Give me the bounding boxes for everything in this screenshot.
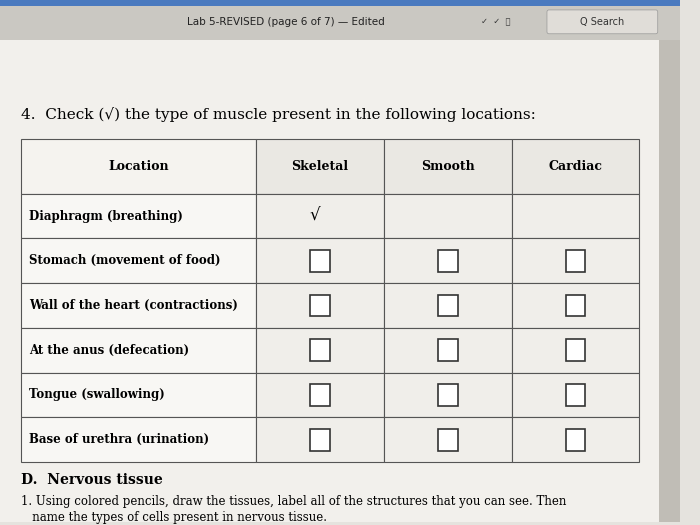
Text: 1. Using colored pencils, draw the tissues, label all of the structures that you: 1. Using colored pencils, draw the tissu… (22, 495, 567, 508)
Text: Q Search: Q Search (580, 17, 624, 27)
Text: Location: Location (108, 160, 169, 173)
Bar (256, 373, 384, 417)
Text: √: √ (310, 207, 321, 225)
Text: Base of urethra (urination): Base of urethra (urination) (29, 433, 209, 446)
Text: Stomach (movement of food): Stomach (movement of food) (29, 254, 221, 267)
Text: Diaphragm (breathing): Diaphragm (breathing) (29, 209, 183, 223)
Bar (22, 238, 256, 283)
Bar (22, 328, 256, 373)
Bar (512, 328, 639, 373)
Bar (310, 295, 330, 317)
Bar (512, 283, 639, 328)
Bar (384, 139, 512, 194)
Bar (384, 238, 512, 283)
Bar (384, 417, 512, 462)
Bar (512, 417, 639, 462)
Bar (310, 384, 330, 406)
Text: Skeletal: Skeletal (292, 160, 349, 173)
Bar (512, 373, 639, 417)
Text: Tongue (swallowing): Tongue (swallowing) (29, 388, 165, 402)
Bar (512, 194, 639, 238)
Text: name the types of cells present in nervous tissue.: name the types of cells present in nervo… (22, 511, 328, 524)
Bar (0, 6, 680, 40)
Bar (22, 139, 256, 194)
Bar (256, 328, 384, 373)
Bar (659, 40, 680, 521)
Bar (310, 429, 330, 450)
Bar (438, 339, 458, 361)
Bar (438, 429, 458, 450)
Text: ✓  ✓  Ⓐ: ✓ ✓ Ⓐ (481, 17, 510, 26)
Bar (256, 283, 384, 328)
Bar (256, 238, 384, 283)
Bar (566, 384, 585, 406)
Bar (566, 295, 585, 317)
Bar (438, 384, 458, 406)
Bar (22, 373, 256, 417)
Bar (256, 417, 384, 462)
Bar (22, 417, 256, 462)
Bar (438, 250, 458, 272)
Bar (566, 250, 585, 272)
Bar (22, 194, 256, 238)
Bar (310, 339, 330, 361)
Text: 4.  Check (√) the type of muscle present in the following locations:: 4. Check (√) the type of muscle present … (22, 107, 536, 122)
FancyBboxPatch shape (547, 10, 658, 34)
Bar (384, 328, 512, 373)
Bar (0, 0, 680, 6)
Bar (384, 283, 512, 328)
Text: At the anus (defecation): At the anus (defecation) (29, 344, 189, 356)
Bar (384, 194, 512, 238)
Text: Cardiac: Cardiac (549, 160, 603, 173)
Text: Lab 5-REVISED (page 6 of 7) — Edited: Lab 5-REVISED (page 6 of 7) — Edited (187, 17, 384, 27)
Bar (566, 339, 585, 361)
Bar (256, 194, 384, 238)
Text: Smooth: Smooth (421, 160, 475, 173)
Bar (310, 250, 330, 272)
Bar (384, 373, 512, 417)
Bar (22, 283, 256, 328)
Bar (512, 139, 639, 194)
Text: D.  Nervous tissue: D. Nervous tissue (22, 473, 163, 487)
Bar (512, 238, 639, 283)
Bar (256, 139, 384, 194)
Bar (566, 429, 585, 450)
Text: Wall of the heart (contractions): Wall of the heart (contractions) (29, 299, 238, 312)
Bar (438, 295, 458, 317)
